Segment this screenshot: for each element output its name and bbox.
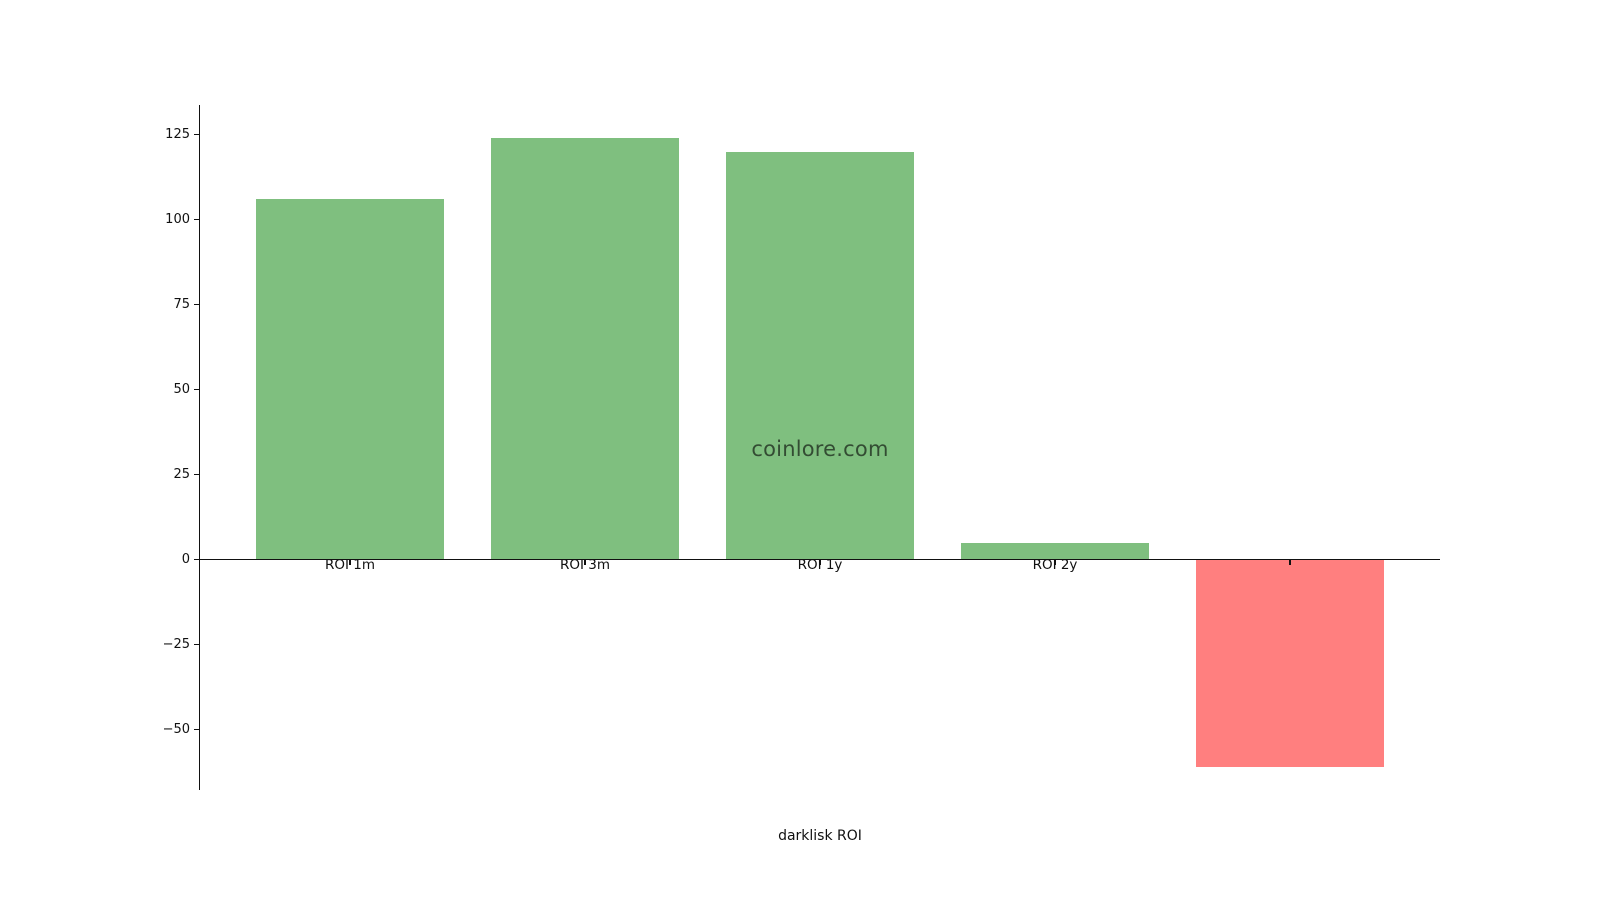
bar-roi-1y [726, 151, 914, 560]
watermark-text: coinlore.com [751, 437, 889, 461]
y-tick-mark [193, 473, 199, 476]
y-tick-label: −50 [162, 722, 190, 737]
bar-roi-2y [961, 542, 1149, 560]
y-tick-mark [193, 133, 199, 136]
x-tick-mark [819, 559, 821, 565]
x-tick-mark [584, 559, 586, 565]
y-tick-label: 125 [165, 127, 190, 142]
y-tick-label: 25 [173, 467, 190, 482]
x-tick-mark [349, 559, 351, 565]
bar-roi-3m [491, 137, 679, 560]
y-tick-mark [193, 218, 199, 221]
y-tick-mark [193, 303, 199, 306]
y-tick-label: 50 [173, 382, 190, 397]
y-tick-mark [193, 388, 199, 391]
x-tick-mark [1054, 559, 1056, 565]
x-tick-mark [1289, 559, 1291, 565]
x-tick-label: ROI 3m [559, 557, 611, 573]
chart-title: darklisk ROI [778, 828, 862, 844]
bar-unlabeled [1196, 559, 1384, 767]
y-tick-label: 0 [181, 552, 190, 567]
x-tick-label: ROI 1y [797, 557, 843, 573]
y-tick-mark [193, 643, 199, 646]
y-tick-label: 100 [165, 212, 190, 227]
y-tick-label: −25 [162, 637, 190, 652]
x-tick-label: ROI 1m [324, 557, 376, 573]
x-tick-label: ROI 2y [1032, 557, 1078, 573]
y-tick-mark [193, 558, 199, 561]
y-axis-spine [198, 105, 200, 790]
y-tick-label: 75 [173, 297, 190, 312]
bar-roi-1m [256, 199, 444, 560]
y-tick-mark [193, 728, 199, 731]
